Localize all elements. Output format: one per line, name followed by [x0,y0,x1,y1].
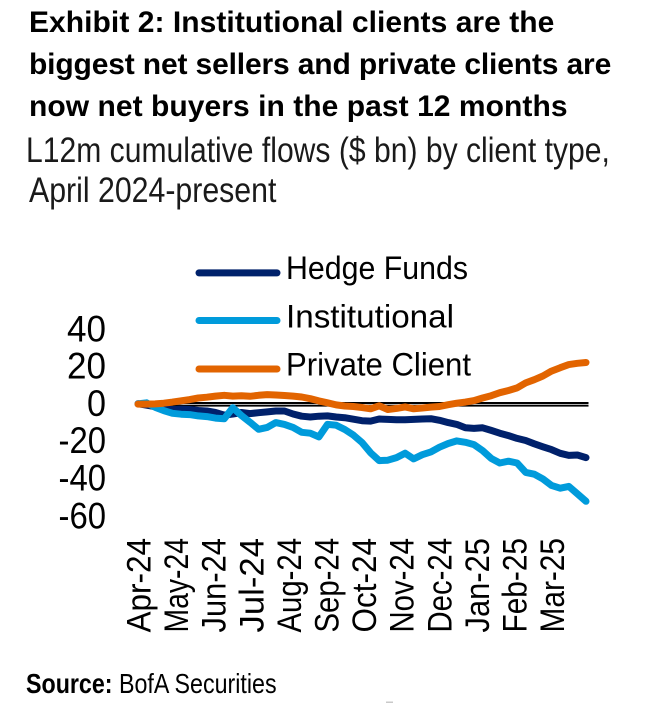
svg-text:-20: -20 [59,420,107,461]
svg-text:Apr-24: Apr-24 [121,538,159,633]
svg-text:Sep-24: Sep-24 [309,538,347,633]
svg-text:0: 0 [87,383,106,424]
svg-text:Hedge Funds: Hedge Funds [286,250,468,286]
svg-text:Feb-25: Feb-25 [497,538,535,633]
svg-text:Jun-24: Jun-24 [196,538,234,633]
svg-text:-40: -40 [59,458,107,499]
svg-text:Nov-24: Nov-24 [384,538,422,633]
svg-text:20: 20 [67,346,106,387]
svg-text:Oct-24: Oct-24 [346,538,384,633]
svg-text:Mar-25: Mar-25 [534,538,572,633]
svg-text:-60: -60 [59,495,107,536]
svg-text:Institutional: Institutional [286,299,454,335]
svg-text:40: 40 [67,309,106,350]
svg-text:Dec-24: Dec-24 [421,538,459,633]
svg-text:Aug-24: Aug-24 [271,538,309,633]
svg-text:Jan-25: Jan-25 [459,538,497,633]
svg-text:Jul-24: Jul-24 [233,538,271,633]
svg-text:May-24: May-24 [158,538,196,633]
svg-text:Private Client: Private Client [286,347,471,383]
